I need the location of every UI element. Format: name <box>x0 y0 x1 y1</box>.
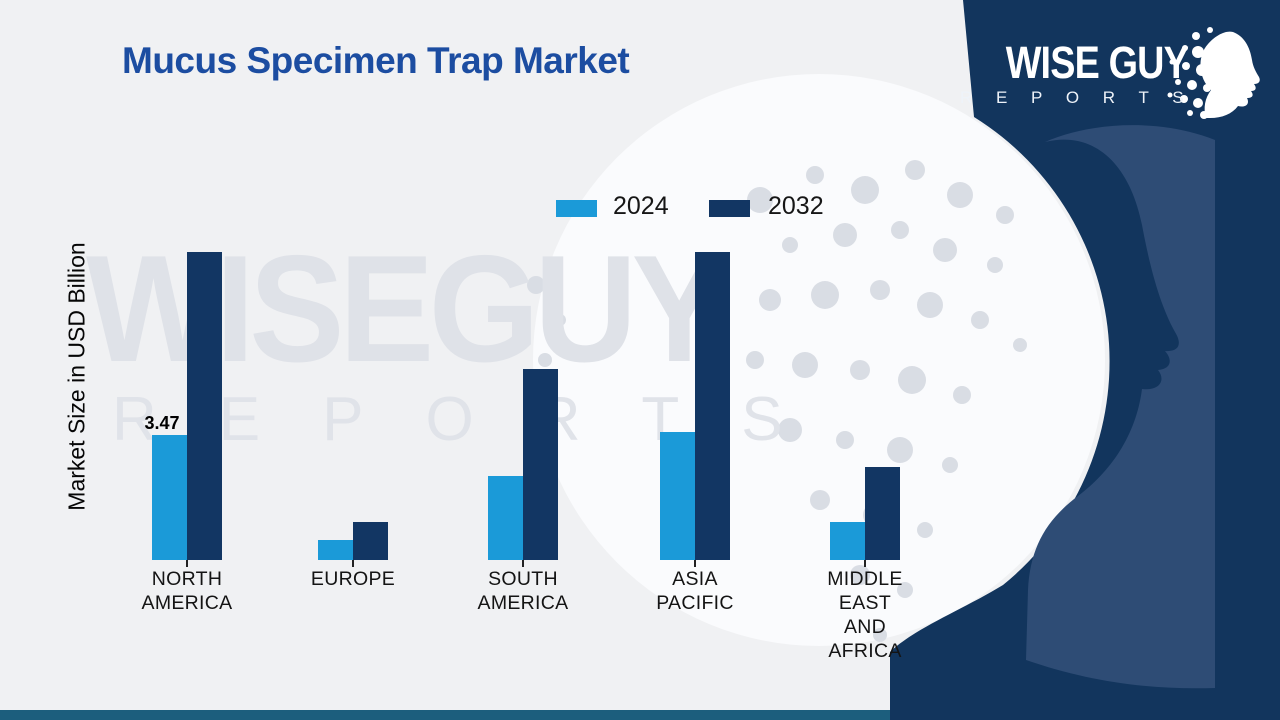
bar-2024-europe <box>318 540 353 560</box>
bar-2032-north-america <box>187 252 222 560</box>
category-label-middle-east-and-africa: MIDDLE EAST AND AFRICA <box>827 568 903 662</box>
bar-2024-south-america <box>488 476 523 560</box>
page-title: Mucus Specimen Trap Market <box>122 40 630 81</box>
bar-2024-north-america <box>152 435 187 560</box>
legend-swatch-2032 <box>709 200 750 217</box>
bar-2024-middle-east-and-africa <box>830 522 865 560</box>
bar-2032-asia-pacific <box>695 252 730 560</box>
face-silhouette <box>1026 125 1215 689</box>
bar-2032-south-america <box>523 369 558 560</box>
legend-swatch-2024 <box>556 200 597 217</box>
x-axis-tick <box>694 560 696 567</box>
bar-2032-europe <box>353 522 388 560</box>
category-label-north-america: NORTH AMERICA <box>141 568 233 614</box>
x-axis-tick <box>522 560 524 567</box>
x-axis-tick <box>864 560 866 567</box>
category-label-south-america: SOUTH AMERICA <box>477 568 569 614</box>
x-axis-tick <box>352 560 354 567</box>
category-label-asia-pacific: ASIA PACIFIC <box>656 568 734 614</box>
logo-head-icon <box>1153 27 1260 119</box>
legend-label-2032: 2032 <box>768 192 824 220</box>
data-label-2024: 3.47 <box>144 413 180 433</box>
x-axis-tick <box>186 560 188 567</box>
logo: WISE GUY R E P O R T S <box>960 37 1194 108</box>
legend-label-2024: 2024 <box>613 192 669 220</box>
bottom-strip <box>0 710 890 720</box>
logo-wordmark: WISE GUY <box>1005 37 1189 88</box>
logo-subtitle: R E P O R T S <box>960 88 1194 107</box>
y-axis-label: Market Size in USD Billion <box>63 242 90 511</box>
bar-2032-middle-east-and-africa <box>865 467 900 560</box>
category-label-europe: EUROPE <box>310 568 396 590</box>
bar-2024-asia-pacific <box>660 432 695 560</box>
